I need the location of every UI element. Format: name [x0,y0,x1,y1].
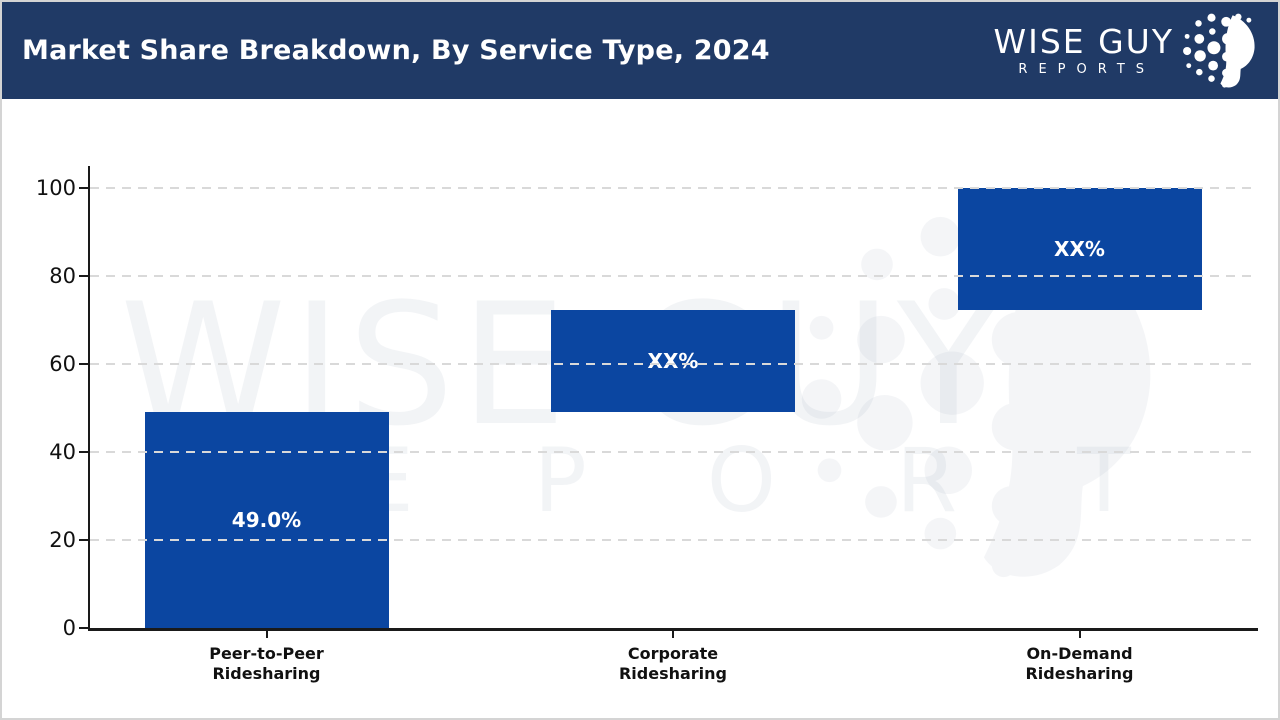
y-tick-mark [79,187,88,189]
y-tick-label: 100 [35,176,76,200]
logo-wordmark-line2: REPORTS [1018,61,1156,77]
bar-value-label: 49.0% [231,508,302,533]
y-tick-label: 20 [49,528,76,552]
y-tick-mark [79,627,88,629]
y-tick-label: 0 [62,616,76,640]
bar-value-label: XX% [647,349,699,374]
y-tick-mark [79,451,88,453]
y-tick-label: 40 [49,440,76,464]
logo-wordmark: WISE GUY REPORTS [993,21,1174,77]
y-gridline [90,451,1258,453]
x-axis [88,628,1258,631]
chart-area: WISE GUY R E P O R T S 49.0%XX%XX% 02040… [2,99,1278,718]
x-tick-mark [672,631,674,638]
y-tick-label: 60 [49,352,76,376]
wiseguy-logo: WISE GUY REPORTS [993,12,1260,90]
y-gridline [90,187,1258,189]
logo-face-icon [1183,13,1255,88]
bar: XX% [551,309,795,413]
y-tick-mark [79,539,88,541]
y-tick-label: 80 [49,264,76,288]
y-gridline [90,363,1258,365]
page-title: Market Share Breakdown, By Service Type,… [22,35,770,66]
x-tick-mark [265,631,268,638]
bar: XX% [957,188,1202,310]
x-tick-mark [1078,631,1081,638]
header-bar: Market Share Breakdown, By Service Type,… [2,2,1278,99]
bar-value-label: XX% [1054,236,1105,261]
x-category-label: Peer-to-Peer Ridesharing [209,644,324,683]
x-category-label: Corporate Ridesharing [618,644,728,683]
x-category-label: On-Demand Ridesharing [1025,644,1134,683]
y-gridline [90,275,1258,277]
logo-wordmark-line1: WISE GUY [993,21,1174,61]
bar: 49.0% [144,412,389,628]
plot-area: 49.0% XX% XX% [88,166,1258,631]
y-axis [88,166,90,631]
y-tick-mark [79,363,88,365]
y-tick-mark [79,275,88,277]
y-gridline [90,539,1258,541]
